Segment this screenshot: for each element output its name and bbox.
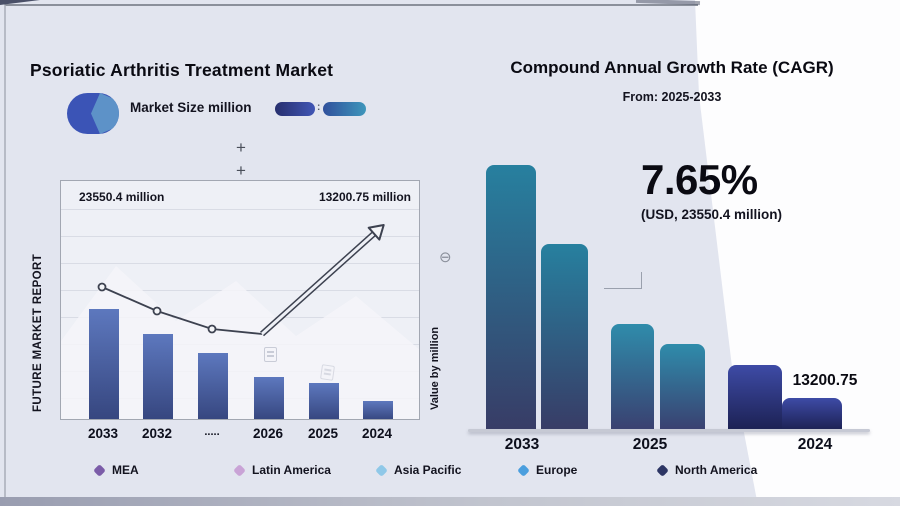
x-axis-label: ..... <box>204 426 220 438</box>
pill-badge-left <box>275 102 315 116</box>
cagr-bar <box>660 344 705 430</box>
plus-icon: + <box>236 138 246 157</box>
x-axis-label: 2025 <box>632 436 668 453</box>
market-size-label: Market Size million <box>130 100 252 115</box>
left-chart-x-axis: 2033 2032..... 2026 2025 2024 <box>60 426 420 444</box>
plus-icon: + <box>236 161 246 180</box>
step-line-decoration <box>604 272 642 289</box>
legend-diamond-icon <box>517 463 530 477</box>
legend-diamond-icon <box>233 463 246 477</box>
market-bar <box>363 401 393 419</box>
cagr-value: 7.65% <box>641 156 758 203</box>
cagr-title: Compound Annual Growth Rate (CAGR) <box>510 58 834 77</box>
cagr-subtitle: From: 2025-2033 <box>622 90 722 104</box>
legend-item: MEA <box>93 463 139 477</box>
legend-item: Europe <box>517 463 578 477</box>
bottom-band <box>0 497 900 506</box>
legend-diamond-icon <box>656 463 669 477</box>
frame-border <box>4 4 698 498</box>
document-watermark-icon <box>264 347 277 362</box>
cagr-bar <box>728 365 782 430</box>
market-size-row: Market Size million : <box>67 93 377 135</box>
trend-line-arrow <box>97 223 385 337</box>
end-value-label: 13200.75 million <box>318 190 411 204</box>
value-axis-label: Value by million <box>429 326 441 410</box>
start-value-label: 23550.4 million <box>79 190 165 204</box>
legend-label: North America <box>675 463 758 477</box>
legend-label: Europe <box>536 463 578 477</box>
market-size-chart-panel: 23550.4 million 13200.75 million <box>60 180 420 420</box>
cagr-end-value-label: 13200.75 <box>792 372 858 389</box>
cagr-bar <box>486 165 536 430</box>
x-axis-label: 2033 <box>87 426 119 441</box>
legend-item: North America <box>656 463 758 477</box>
pill-separator: : <box>317 102 321 113</box>
legend-item: Latin America <box>233 463 331 477</box>
market-bar <box>254 377 284 419</box>
market-bar <box>309 383 339 419</box>
cylinder-end-facet <box>91 93 119 134</box>
region-legend: MEA Latin America Asia Pacific Europe North … <box>0 463 900 483</box>
x-axis-label: 2024 <box>797 436 833 453</box>
x-axis-label: 2026 <box>252 426 284 441</box>
cagr-baseline <box>468 429 870 432</box>
x-axis-label: 2032 <box>141 426 173 441</box>
page-title: Psoriatic Arthritis Treatment Market <box>30 60 334 80</box>
side-brand-label: FUTURE MARKET REPORT <box>32 253 44 412</box>
market-bar <box>89 309 119 419</box>
market-bar <box>143 334 173 419</box>
legend-label: MEA <box>112 463 139 477</box>
cagr-bar <box>611 324 654 430</box>
cagr-detail: (USD, 23550.4 million) <box>641 207 783 222</box>
cagr-bar <box>782 398 842 430</box>
x-axis-label: 2024 <box>361 426 393 441</box>
minus-circle-icon: ⊖ <box>439 249 452 266</box>
pill-badge-right <box>323 102 366 116</box>
x-axis-label: 2033 <box>504 436 540 453</box>
x-axis-label: 2025 <box>307 426 339 441</box>
cagr-bar <box>541 244 588 430</box>
legend-label: Latin America <box>252 463 331 477</box>
cylinder-icon <box>67 93 119 134</box>
corner-accent-left <box>0 0 40 5</box>
market-bar <box>198 353 228 419</box>
legend-item: Asia Pacific <box>375 463 462 477</box>
legend-diamond-icon <box>93 463 106 477</box>
legend-diamond-icon <box>375 463 388 477</box>
legend-label: Asia Pacific <box>394 463 462 477</box>
